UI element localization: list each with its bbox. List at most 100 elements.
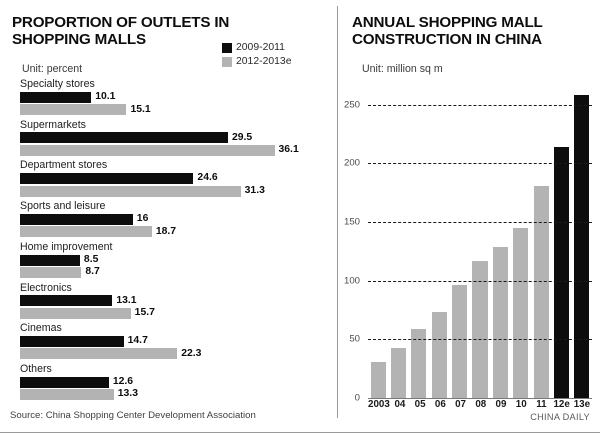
bar-row: 36.1 [20,144,320,156]
bar-column [368,93,388,398]
legend-swatch-icon [222,56,232,67]
bar [513,227,529,398]
x-axis-tick-label: 08 [475,399,487,410]
bar-category-label: Specialty stores [20,78,95,90]
bar-row: 8.5 [20,253,320,266]
bar-value-label: 24.6 [197,172,218,184]
bar-value-label: 10.1 [95,91,116,102]
bar-column [388,93,408,398]
bar-category-label: Sports and leisure [20,200,106,213]
bar-row: 12.6 [20,376,320,388]
bar-row: 29.5 [20,131,320,144]
bar [20,226,152,238]
bar [492,246,508,398]
bar [20,91,92,103]
bar-column [572,93,592,398]
bar-row: 31.3 [20,185,320,197]
bar-column [429,93,449,398]
bar-column [449,93,469,398]
x-axis-tick-label: 13e [573,399,591,410]
bar [391,347,407,398]
bar-column [551,93,571,398]
y-axis-tick-label: 50 [349,333,360,345]
plot-area [368,93,592,399]
y-axis-tick-label: 100 [343,275,360,287]
source-note: Source: China Shopping Center Developmen… [10,410,256,421]
legend-label: 2009-2011 [236,42,285,53]
bar-row: 14.7 [20,335,320,347]
y-axis-tick-label: 150 [343,216,360,228]
bar-row: 22.3 [20,347,320,360]
bar-column [511,93,531,398]
bar-category-label: Home improvement [20,240,113,253]
panel-divider [337,6,338,418]
right-unit-label: Unit: million sq m [362,62,443,75]
bar-row: 24.6 [20,172,320,185]
bar-value-label: 22.3 [181,347,202,359]
bar [411,328,427,398]
bar-group: Supermarkets 29.5 36.1 [20,119,320,156]
bar-column [490,93,510,398]
x-axis-tick-label: 12e [553,399,570,410]
bar [20,307,131,319]
x-axis-tick-label: 09 [495,399,507,410]
horizontal-bar-chart: Specialty stores 10.1 15.1 Supermarkets 29.5… [20,78,320,404]
bar [20,389,114,401]
bar-value-label: 8.5 [83,253,99,265]
left-chart-title: PROPORTION OF OUTLETS IN SHOPPING MALLS [12,14,230,49]
vertical-bar-chart: 2003 04 05 06 07 08 09 10 11 12e 13e 0 50 100 150 200 2… [338,85,600,410]
gridline [368,222,592,224]
bar [370,361,386,398]
legend: 2009-2011 2012-2013e [222,42,291,70]
bar [20,185,241,197]
bar [20,335,124,347]
bar-value-label: 36.1 [278,144,299,156]
legend-item-1: 2012-2013e [222,56,291,67]
bar-category-label: Others [20,362,52,375]
bar-category-label: Cinemas [20,322,62,335]
bar [20,254,80,266]
x-axis-tick-label: 06 [434,399,446,410]
bar-row: 8.7 [20,266,320,279]
bar-row: 15.1 [20,103,320,116]
left-unit-label: Unit: percent [22,62,83,75]
bar-group: Cinemas 14.7 22.3 [20,322,320,360]
bar-category-label: Department stores [20,159,108,172]
bar-column [531,93,551,398]
x-axis-tick-label: 11 [536,399,547,410]
left-chart-panel: PROPORTION OF OUTLETS IN SHOPPING MALLS … [10,14,320,421]
bar [20,376,109,388]
bar-value-label: 14.7 [127,335,148,347]
bar [20,348,178,360]
bar [472,260,488,398]
publisher-credit: CHINA DAILY [530,412,590,422]
bar-row: 13.3 [20,388,320,401]
gridline [368,339,592,341]
bar [20,213,133,225]
right-chart-panel: ANNUAL SHOPPING MALL CONSTRUCTION IN CHI… [338,0,600,433]
bars-layer [368,93,592,398]
bar [20,267,82,279]
y-axis-tick-label: 0 [354,392,360,404]
x-axis-tick-label: 2003 [368,399,390,410]
bar-value-label: 29.5 [231,131,253,143]
legend-swatch-icon [222,42,232,53]
bar [431,312,447,398]
bar-group: Specialty stores 10.1 15.1 [20,78,320,116]
gridline [368,280,592,282]
bar-row: 18.7 [20,226,320,238]
gridline [368,163,592,165]
bar [20,173,194,185]
bar-value-label: 15.1 [130,103,151,115]
bar-category-label: Supermarkets [20,118,86,131]
bar-column [470,93,490,398]
x-axis-labels: 2003 04 05 06 07 08 09 10 11 12e 13e [368,399,592,410]
bar [20,144,275,156]
bar-category-label: Electronics [20,281,72,294]
x-axis-tick-label: 05 [414,399,426,410]
y-axis-tick-label: 250 [343,99,360,111]
bar [553,146,569,398]
bar-row: 16 [20,213,320,225]
bar-value-label: 13.3 [117,388,138,400]
